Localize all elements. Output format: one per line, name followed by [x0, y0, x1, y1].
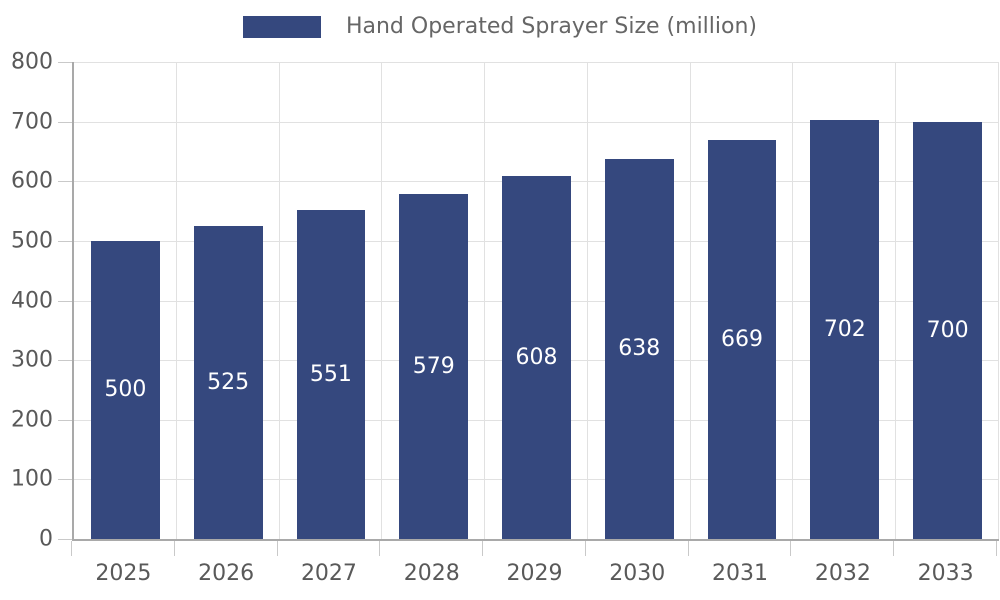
x-axis-tick — [687, 541, 689, 556]
bar-value-label: 500 — [104, 377, 147, 403]
legend-item[interactable]: Hand Operated Sprayer Size (million) — [0, 14, 1000, 39]
x-tick-label: 2025 — [95, 561, 152, 586]
y-axis-tick — [58, 240, 72, 242]
bar-2028: 579 — [399, 193, 469, 539]
y-tick-label: 100 — [11, 466, 53, 492]
bar-value-label: 702 — [823, 317, 866, 343]
bar-value-label: 700 — [926, 317, 969, 343]
gridline-vertical — [586, 62, 588, 539]
y-tick-label: 300 — [11, 347, 53, 373]
y-axis-tick — [58, 360, 72, 362]
bar-slot-2031: 669 — [691, 62, 794, 539]
bar-slot-2029: 608 — [485, 62, 588, 539]
x-tick-label: 2026 — [198, 561, 255, 586]
bar-2031: 669 — [707, 140, 777, 539]
gridline-vertical — [175, 62, 177, 539]
y-tick-label: 500 — [11, 228, 53, 254]
bar-value-label: 551 — [309, 362, 352, 388]
gridline-vertical — [484, 62, 486, 539]
y-axis-tick — [58, 121, 72, 123]
bar-value-label: 579 — [412, 353, 455, 379]
y-axis: 0 100 200 300 400 500 600 700 800 — [0, 50, 72, 552]
bar-slot-2026: 525 — [177, 62, 280, 539]
plot-area: 500 525 551 579 608 638 669 702 700 — [72, 62, 999, 541]
bar-slot-2028: 579 — [382, 62, 485, 539]
y-tick-label: 0 — [39, 526, 53, 552]
x-axis-tick — [173, 541, 175, 556]
bar-2027: 551 — [296, 210, 366, 539]
y-tick-label: 800 — [11, 49, 53, 75]
x-tick-label: 2030 — [609, 561, 666, 586]
bar-slot-2030: 638 — [588, 62, 691, 539]
bar-slot-2027: 551 — [280, 62, 383, 539]
x-tick-label: 2032 — [814, 561, 871, 586]
y-axis-tick — [58, 300, 72, 302]
bar-value-label: 525 — [207, 369, 250, 395]
y-axis-tick — [58, 539, 72, 540]
gridline-horizontal — [74, 121, 999, 123]
gridline-horizontal — [74, 62, 999, 63]
x-axis-tick — [584, 541, 586, 556]
x-axis-tick — [790, 541, 792, 556]
bar-slot-2032: 702 — [793, 62, 896, 539]
gridline-vertical — [895, 62, 897, 539]
gridline-vertical — [998, 62, 999, 539]
y-tick-label: 200 — [11, 407, 53, 433]
bar-2033: 700 — [913, 121, 983, 539]
bar-value-label: 669 — [721, 327, 764, 353]
x-axis-tick — [996, 541, 997, 556]
x-tick-label: 2027 — [300, 561, 357, 586]
bar-2026: 525 — [193, 225, 263, 539]
gridline-vertical — [278, 62, 280, 539]
legend-swatch — [242, 15, 321, 38]
x-tick-label: 2033 — [917, 561, 974, 586]
y-tick-label: 600 — [11, 168, 53, 194]
bar-value-label: 638 — [618, 336, 661, 362]
x-tick-label: 2031 — [712, 561, 769, 586]
x-axis-tick — [482, 541, 484, 556]
x-tick-label: 2029 — [506, 561, 563, 586]
y-axis-tick — [58, 181, 72, 183]
x-tick-label: 2028 — [403, 561, 460, 586]
y-axis-tick — [58, 479, 72, 481]
bar-slot-2025: 500 — [74, 62, 177, 539]
bar-slot-2033: 700 — [896, 62, 999, 539]
x-axis: 2025 2026 2027 2028 2029 2030 2031 2032 2033 — [71, 541, 997, 600]
bar-2032: 702 — [810, 120, 880, 539]
x-axis-tick — [893, 541, 895, 556]
gridline-vertical — [689, 62, 691, 539]
y-tick-label: 700 — [11, 109, 53, 135]
y-axis-tick — [58, 419, 72, 421]
gridline-vertical — [792, 62, 794, 539]
x-axis-tick — [276, 541, 278, 556]
x-axis-tick — [71, 541, 72, 556]
bar-2025: 500 — [90, 240, 160, 539]
legend-label: Hand Operated Sprayer Size (million) — [345, 14, 758, 39]
y-tick-label: 400 — [11, 288, 53, 313]
gridline-vertical — [381, 62, 383, 539]
bar-value-label: 608 — [515, 345, 558, 371]
y-axis-tick — [58, 62, 72, 63]
bar-2030: 638 — [604, 158, 674, 539]
bar-2029: 608 — [502, 176, 571, 539]
x-axis-tick — [379, 541, 381, 556]
